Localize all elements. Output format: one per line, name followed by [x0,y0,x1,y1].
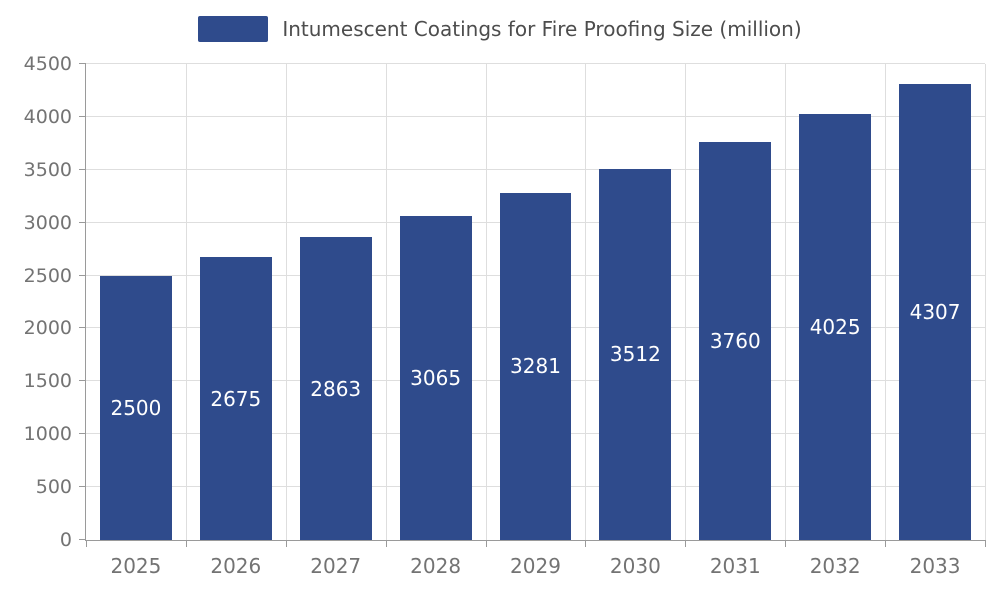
h-gridline [86,115,985,117]
y-tick-mark [79,486,86,488]
x-tick-mark [485,540,487,547]
bar: 2500 [99,275,172,540]
h-gridline [86,63,985,64]
x-tick-mark [985,540,986,547]
bar: 4307 [899,84,971,540]
x-tick-label: 2025 [110,554,162,578]
x-tick-label: 2031 [709,554,761,578]
x-tick-mark [585,540,587,547]
bar-value-label: 3512 [609,342,661,367]
bar-value-label: 3760 [709,329,761,354]
v-gridline [685,64,687,540]
x-tick-label: 2028 [410,554,462,578]
y-tick-mark [79,539,86,540]
y-tick-mark [79,63,86,64]
v-gridline [285,64,287,540]
bar: 2863 [299,237,372,540]
x-tick-mark [685,540,687,547]
bar-value-label: 3281 [510,354,561,379]
v-gridline [885,64,887,540]
x-tick-label: 2033 [909,554,961,578]
v-gridline [785,64,787,540]
y-tick-label: 2000 [23,317,72,340]
v-gridline [185,64,187,540]
x-tick-label: 2027 [310,554,362,578]
y-tick-mark [79,115,86,117]
v-gridline [985,64,986,540]
v-gridline [485,64,487,540]
y-tick-label: 500 [35,476,72,499]
bar-value-label: 4307 [909,300,961,325]
bar: 3760 [699,142,772,540]
x-tick-label: 2029 [510,554,561,578]
x-tick-mark [185,540,187,547]
x-tick-label: 2032 [809,554,861,578]
y-tick-label: 4500 [23,53,72,75]
bar-value-label: 2675 [210,386,262,411]
y-tick-mark [79,380,86,382]
x-tick-label: 2030 [609,554,661,578]
legend[interactable]: Intumescent Coatings for Fire Proofing S… [0,16,1000,42]
x-tick-mark [785,540,787,547]
bar-value-label: 2500 [110,395,162,420]
y-tick-mark [79,274,86,276]
x-tick-label: 2026 [210,554,262,578]
plot-area: 0 500 1000 1500 2000 2500 3000 3500 4000 4500 2500… [24,53,986,578]
x-tick-mark [86,540,87,547]
bar: 3281 [499,192,572,540]
y-tick-label: 3500 [23,158,72,181]
y-tick-label: 0 [59,529,72,551]
y-tick-mark [79,168,86,170]
bar: 2675 [199,257,272,540]
bar: 3065 [399,215,472,540]
h-gridline [86,168,985,170]
x-tick-mark [285,540,287,547]
legend-swatch [198,16,269,42]
bar-value-label: 3065 [410,365,462,390]
x-tick-mark [385,540,387,547]
y-tick-mark [79,221,86,223]
y-tick-mark [79,433,86,435]
bar: 4025 [799,114,872,540]
v-gridline [385,64,387,540]
y-tick-mark [79,327,86,329]
v-gridline [585,64,587,540]
legend-label: Intumescent Coatings for Fire Proofing S… [282,17,802,41]
y-tick-label: 4000 [23,105,72,128]
y-tick-label: 3000 [23,211,72,234]
y-tick-label: 1500 [23,370,72,393]
bar: 3512 [599,168,672,540]
bar-value-label: 2863 [310,376,362,401]
x-tick-mark [885,540,887,547]
y-tick-label: 2500 [23,264,72,287]
bar-value-label: 4025 [809,315,861,340]
y-tick-label: 1000 [23,423,72,446]
